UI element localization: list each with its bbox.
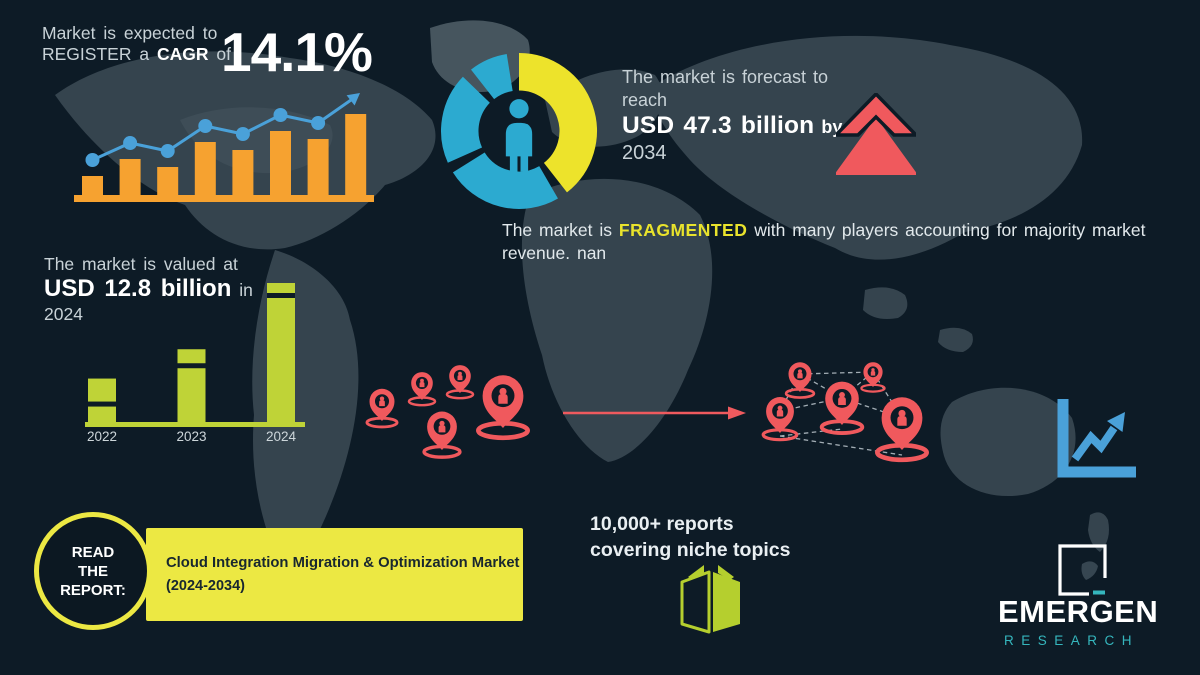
forecast-line-1: The market is forecast to xyxy=(622,67,829,87)
read-circle-line-3: REPORT: xyxy=(60,581,126,599)
forecast-line-2: reach xyxy=(622,90,668,110)
location-pin-icon xyxy=(407,370,437,407)
map-island-1 xyxy=(863,287,908,319)
read-report-banner[interactable]: Cloud Integration Migration & Optimizati… xyxy=(146,528,523,621)
forecast-text-block: The market is forecast to reach USD 47.3… xyxy=(622,66,842,165)
cagr-text-block: Market is expected to REGISTER a CAGR of xyxy=(42,23,231,65)
report-title: Cloud Integration Migration & Optimizati… xyxy=(166,555,520,571)
logo-division-text: RESEARCH xyxy=(1004,633,1140,648)
map-island-2 xyxy=(938,327,973,352)
person-icon xyxy=(505,99,533,172)
valuation-year: 2024 xyxy=(44,304,83,324)
location-pin-icon xyxy=(478,375,527,437)
year-label-2024: 2024 xyxy=(266,429,297,444)
orange-bars xyxy=(82,114,367,195)
line-chart-icon xyxy=(1057,399,1136,478)
orange-baseline xyxy=(74,195,374,202)
location-pin-icon xyxy=(761,395,799,442)
fragment-pre: The market is xyxy=(502,220,612,240)
location-pin-icon xyxy=(860,361,886,393)
valuation-suffix: in xyxy=(239,280,253,300)
valuation-bar-chart: 2022 2023 2024 xyxy=(85,283,305,444)
read-circle-line-2: THE xyxy=(78,562,108,580)
forecast-value-row: USD 47.3 billion by xyxy=(622,112,842,139)
fragment-line-2: revenue. nan xyxy=(502,242,607,263)
growth-arrow-icon xyxy=(836,93,916,175)
logo-square-icon xyxy=(1058,544,1107,596)
report-period: (2024-2034) xyxy=(166,578,245,594)
valuation-value-row: USD 12.8 billion in xyxy=(44,275,253,302)
map-africa xyxy=(521,178,713,462)
logo-inner-map xyxy=(1081,561,1098,580)
cagr-line-1: Market is expected to xyxy=(42,23,218,43)
cagr-line2-pre: REGISTER a xyxy=(42,44,150,64)
location-pin-icon xyxy=(784,360,816,399)
scattered-pins-cluster xyxy=(365,363,528,459)
location-pin-icon xyxy=(877,397,926,459)
location-pin-icon xyxy=(422,409,462,459)
read-circle-line-1: READ xyxy=(71,543,115,561)
forecast-donut-chart xyxy=(441,53,597,209)
cagr-line2-post: of xyxy=(216,44,231,64)
location-pin-icon xyxy=(445,363,475,400)
fragment-post: with many players accounting for majorit… xyxy=(754,220,1146,240)
trend-dots-line xyxy=(85,93,360,167)
cagr-line-2: REGISTER a CAGR of xyxy=(42,44,231,65)
year-label-2022: 2022 xyxy=(87,429,117,444)
donut-teal-segment-2 xyxy=(441,76,491,163)
networked-pins-cluster xyxy=(761,360,926,460)
map-highlight-patch xyxy=(180,107,333,174)
location-pin-icon xyxy=(819,379,865,435)
cagr-acronym: CAGR xyxy=(156,44,209,64)
map-australia xyxy=(940,387,1076,497)
reports-text-block: 10,000+ reports covering niche topics xyxy=(590,511,790,563)
book-icon xyxy=(680,565,740,634)
forecast-value: USD 47.3 billion xyxy=(622,112,815,139)
fragmentation-text: The market is FRAGMENTED with many playe… xyxy=(502,219,1162,264)
forecast-year: 2034 xyxy=(622,142,667,164)
reports-line-2: covering niche topics xyxy=(590,539,791,561)
green-bars xyxy=(88,283,295,422)
year-label-2023: 2023 xyxy=(176,429,206,444)
valuation-line-1: The market is valued at xyxy=(44,254,238,274)
read-report-circle[interactable]: READ THE REPORT: xyxy=(34,512,152,630)
cagr-trend-chart xyxy=(74,93,374,202)
fragment-highlight: FRAGMENTED xyxy=(618,220,748,240)
logo-brand-text: EMERGEN xyxy=(998,594,1159,629)
valuation-text-block: The market is valued at USD 12.8 billion… xyxy=(44,254,253,325)
location-pin-icon xyxy=(365,387,399,429)
green-baseline xyxy=(85,422,305,427)
flow-arrow-icon xyxy=(563,406,746,420)
map-new-zealand xyxy=(1088,512,1109,552)
donut-yellow-segment xyxy=(518,53,597,193)
cagr-value: 14.1% xyxy=(221,21,373,83)
donut-teal-segment-3 xyxy=(471,53,514,100)
reports-line-1: 10,000+ reports xyxy=(590,513,734,535)
valuation-value: USD 12.8 billion xyxy=(44,275,232,302)
donut-teal-segment-1 xyxy=(452,151,558,209)
